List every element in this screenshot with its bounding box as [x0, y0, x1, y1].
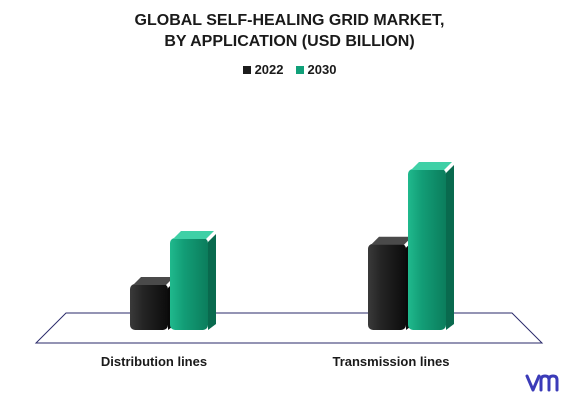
bar-2030-transmission — [408, 162, 454, 330]
legend-label-2022: 2022 — [254, 62, 284, 77]
chart-legend: 2022 2030 — [0, 62, 579, 77]
chart-title-line-1: GLOBAL SELF-HEALING GRID MARKET, — [134, 12, 445, 29]
legend-item-2030: 2030 — [295, 62, 337, 77]
legend-swatch-2022 — [242, 65, 251, 74]
vmr-logo-icon — [525, 374, 559, 392]
bar-2022-distribution — [130, 277, 176, 330]
chart-title: GLOBAL SELF-HEALING GRID MARKET, BY APPL… — [0, 10, 579, 52]
chart-floor — [34, 312, 544, 344]
bar-2030-distribution — [170, 231, 216, 330]
legend-item-2022: 2022 — [242, 62, 284, 77]
chart-title-line-2: BY APPLICATION (USD BILLION) — [164, 33, 415, 50]
legend-swatch-2030 — [295, 65, 304, 74]
category-label-transmission-lines: Transmission lines — [332, 354, 449, 369]
bar-2022-transmission — [368, 236, 414, 330]
chart-bars — [130, 162, 454, 330]
chart-category-labels: Distribution lines Transmission lines — [101, 354, 450, 369]
category-label-distribution-lines: Distribution lines — [101, 354, 207, 369]
legend-label-2030: 2030 — [307, 62, 337, 77]
